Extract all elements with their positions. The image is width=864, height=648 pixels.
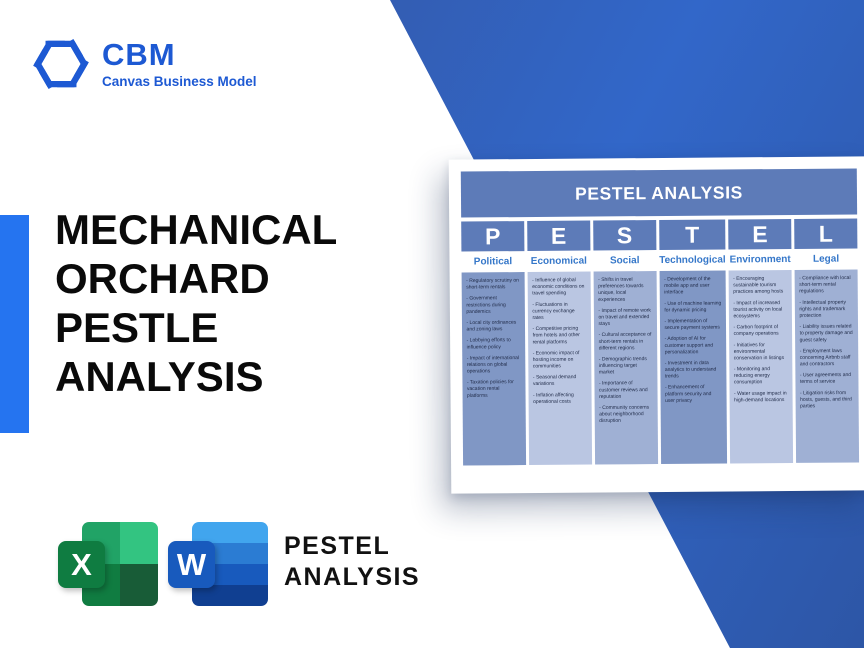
column-bullets: Compliance with local short-term rental …	[795, 269, 859, 419]
column-content-political: Regulatory scrutiny on short-term rental…	[461, 272, 526, 466]
column-name-political: Political	[461, 254, 525, 270]
column-letter-economical: E	[527, 220, 591, 252]
left-accent-bar	[0, 215, 29, 433]
pestel-table-title: PESTEL ANALYSIS	[460, 168, 858, 218]
word-sheet	[192, 522, 268, 606]
column-bullets: Influence of global economic conditions …	[527, 272, 591, 415]
bullet-item: Seasonal demand variations	[533, 374, 587, 388]
column-name-legal: Legal	[794, 251, 858, 267]
column-bullets: Development of the mobile app and user i…	[659, 270, 727, 413]
column-content-legal: Compliance with local short-term rental …	[794, 269, 860, 463]
bullet-item: Regulatory scrutiny on short-term rental…	[466, 277, 520, 291]
logo-text: CBM Canvas Business Model	[102, 39, 257, 89]
bullet-item: Impact of remote work on travel and exte…	[598, 307, 652, 327]
footer-label: PESTEL ANALYSIS	[284, 531, 420, 593]
title-line-1: MECHANICAL	[55, 206, 338, 253]
column-content-social: Shifts in travel preferences towards uni…	[593, 271, 658, 465]
column-content-economical: Influence of global economic conditions …	[527, 271, 592, 466]
bullet-item: User agreements and terms of service	[800, 372, 854, 386]
column-letter-technological: T	[658, 219, 726, 251]
column-bullets: Regulatory scrutiny on short-term rental…	[462, 272, 526, 408]
bullet-item: Employment laws concerning Airbnb staff …	[800, 347, 854, 367]
bullet-item: Enhancement of platform security and use…	[665, 384, 723, 404]
column-content-environment: Encouraging sustainable tourism practice…	[728, 269, 794, 464]
bullet-item: Taxation policies for vacation rental pl…	[467, 379, 521, 399]
brand-tagline: Canvas Business Model	[102, 73, 257, 89]
excel-icon: X	[58, 512, 160, 612]
bullet-item: Influence of global economic conditions …	[532, 277, 586, 297]
word-letter: W	[168, 541, 215, 588]
bullet-item: Carbon footprint of company operations	[734, 324, 788, 338]
column-letter-social: S	[592, 220, 657, 251]
column-letter-environment: E	[728, 218, 792, 250]
title-line-4: ANALYSIS	[55, 353, 264, 400]
bullet-item: Local city ordinances and zoning laws	[466, 319, 520, 333]
cbm-hexagon-icon	[32, 34, 90, 94]
footer-label-line-2: ANALYSIS	[284, 563, 421, 591]
bullet-item: Monitoring and reducing energy consumpti…	[734, 366, 788, 386]
word-icon: W	[168, 512, 270, 612]
bullet-item: Implementation of secure payment systems	[664, 317, 722, 331]
bullet-item: Impact of international relations on glo…	[467, 354, 521, 374]
bullet-item: Initiatives for environmental conservati…	[734, 341, 788, 361]
pestel-grid: P E S T E L Political Economical Social Technolog…	[461, 218, 860, 466]
bullet-item: Encouraging sustainable tourism practice…	[733, 275, 787, 295]
bullet-item: Community concerns about neighborhood di…	[599, 404, 653, 424]
column-letter-political: P	[461, 221, 525, 252]
bullet-item: Economic impact of hosting income on com…	[533, 349, 587, 369]
bullet-item: Demographic trends influencing target ma…	[599, 355, 653, 375]
bullet-item: Intellectual property rights and tradema…	[799, 299, 853, 319]
bullet-item: Investment in data analytics to understa…	[664, 359, 722, 379]
bullet-item: Litigation risks from hosts, guests, and…	[800, 389, 854, 409]
bullet-item: Development of the mobile app and user i…	[664, 276, 722, 296]
footer-badge: X W PESTEL ANALYSIS	[58, 512, 420, 612]
bullet-item: Compliance with local short-term rental …	[799, 274, 853, 294]
column-letter-legal: L	[794, 218, 858, 249]
title-line-3: PESTLE	[55, 304, 219, 351]
bullet-item: Lobbying efforts to influence policy	[467, 337, 521, 351]
bullet-item: Competitive pricing from hotels and othe…	[532, 325, 586, 345]
column-bullets: Shifts in travel preferences towards uni…	[593, 271, 657, 434]
column-name-technological: Technological	[659, 252, 726, 269]
bullet-item: Liability issues related to property dam…	[800, 323, 854, 343]
bullet-item: Government restrictions during pandemics	[466, 295, 520, 315]
column-content-technological: Development of the mobile app and user i…	[659, 270, 728, 464]
excel-letter: X	[58, 541, 105, 588]
cbm-logo: CBM Canvas Business Model	[32, 34, 257, 94]
footer-label-line-1: PESTEL	[284, 532, 391, 560]
bullet-item: Shifts in travel preferences towards uni…	[598, 276, 652, 303]
bullet-item: Importance of customer reviews and reput…	[599, 380, 653, 400]
pestel-table-card: PESTEL ANALYSIS P E S T E L Political Economica…	[448, 156, 864, 494]
column-bullets: Encouraging sustainable tourism practice…	[729, 270, 793, 413]
bullet-item: Cultural acceptance of short-term rental…	[598, 331, 652, 351]
bullet-item: Water usage impact in high-demand locati…	[734, 390, 788, 404]
bullet-item: Use of machine learning for dynamic pric…	[664, 300, 722, 314]
bullet-item: Inflation affecting operational costs	[533, 391, 587, 405]
title-line-2: ORCHARD	[55, 255, 270, 302]
bullet-item: Adoption of AI for customer support and …	[664, 335, 722, 355]
page-title: MECHANICAL ORCHARD PESTLE ANALYSIS	[55, 205, 415, 401]
column-name-economical: Economical	[527, 253, 591, 270]
bullet-item: Fluctuations in currency exchange rates	[532, 301, 586, 321]
bullet-item: Impact of increased tourist activity on …	[733, 299, 787, 319]
column-name-environment: Environment	[728, 251, 792, 268]
column-name-social: Social	[593, 253, 657, 269]
brand-name: CBM	[102, 37, 176, 73]
